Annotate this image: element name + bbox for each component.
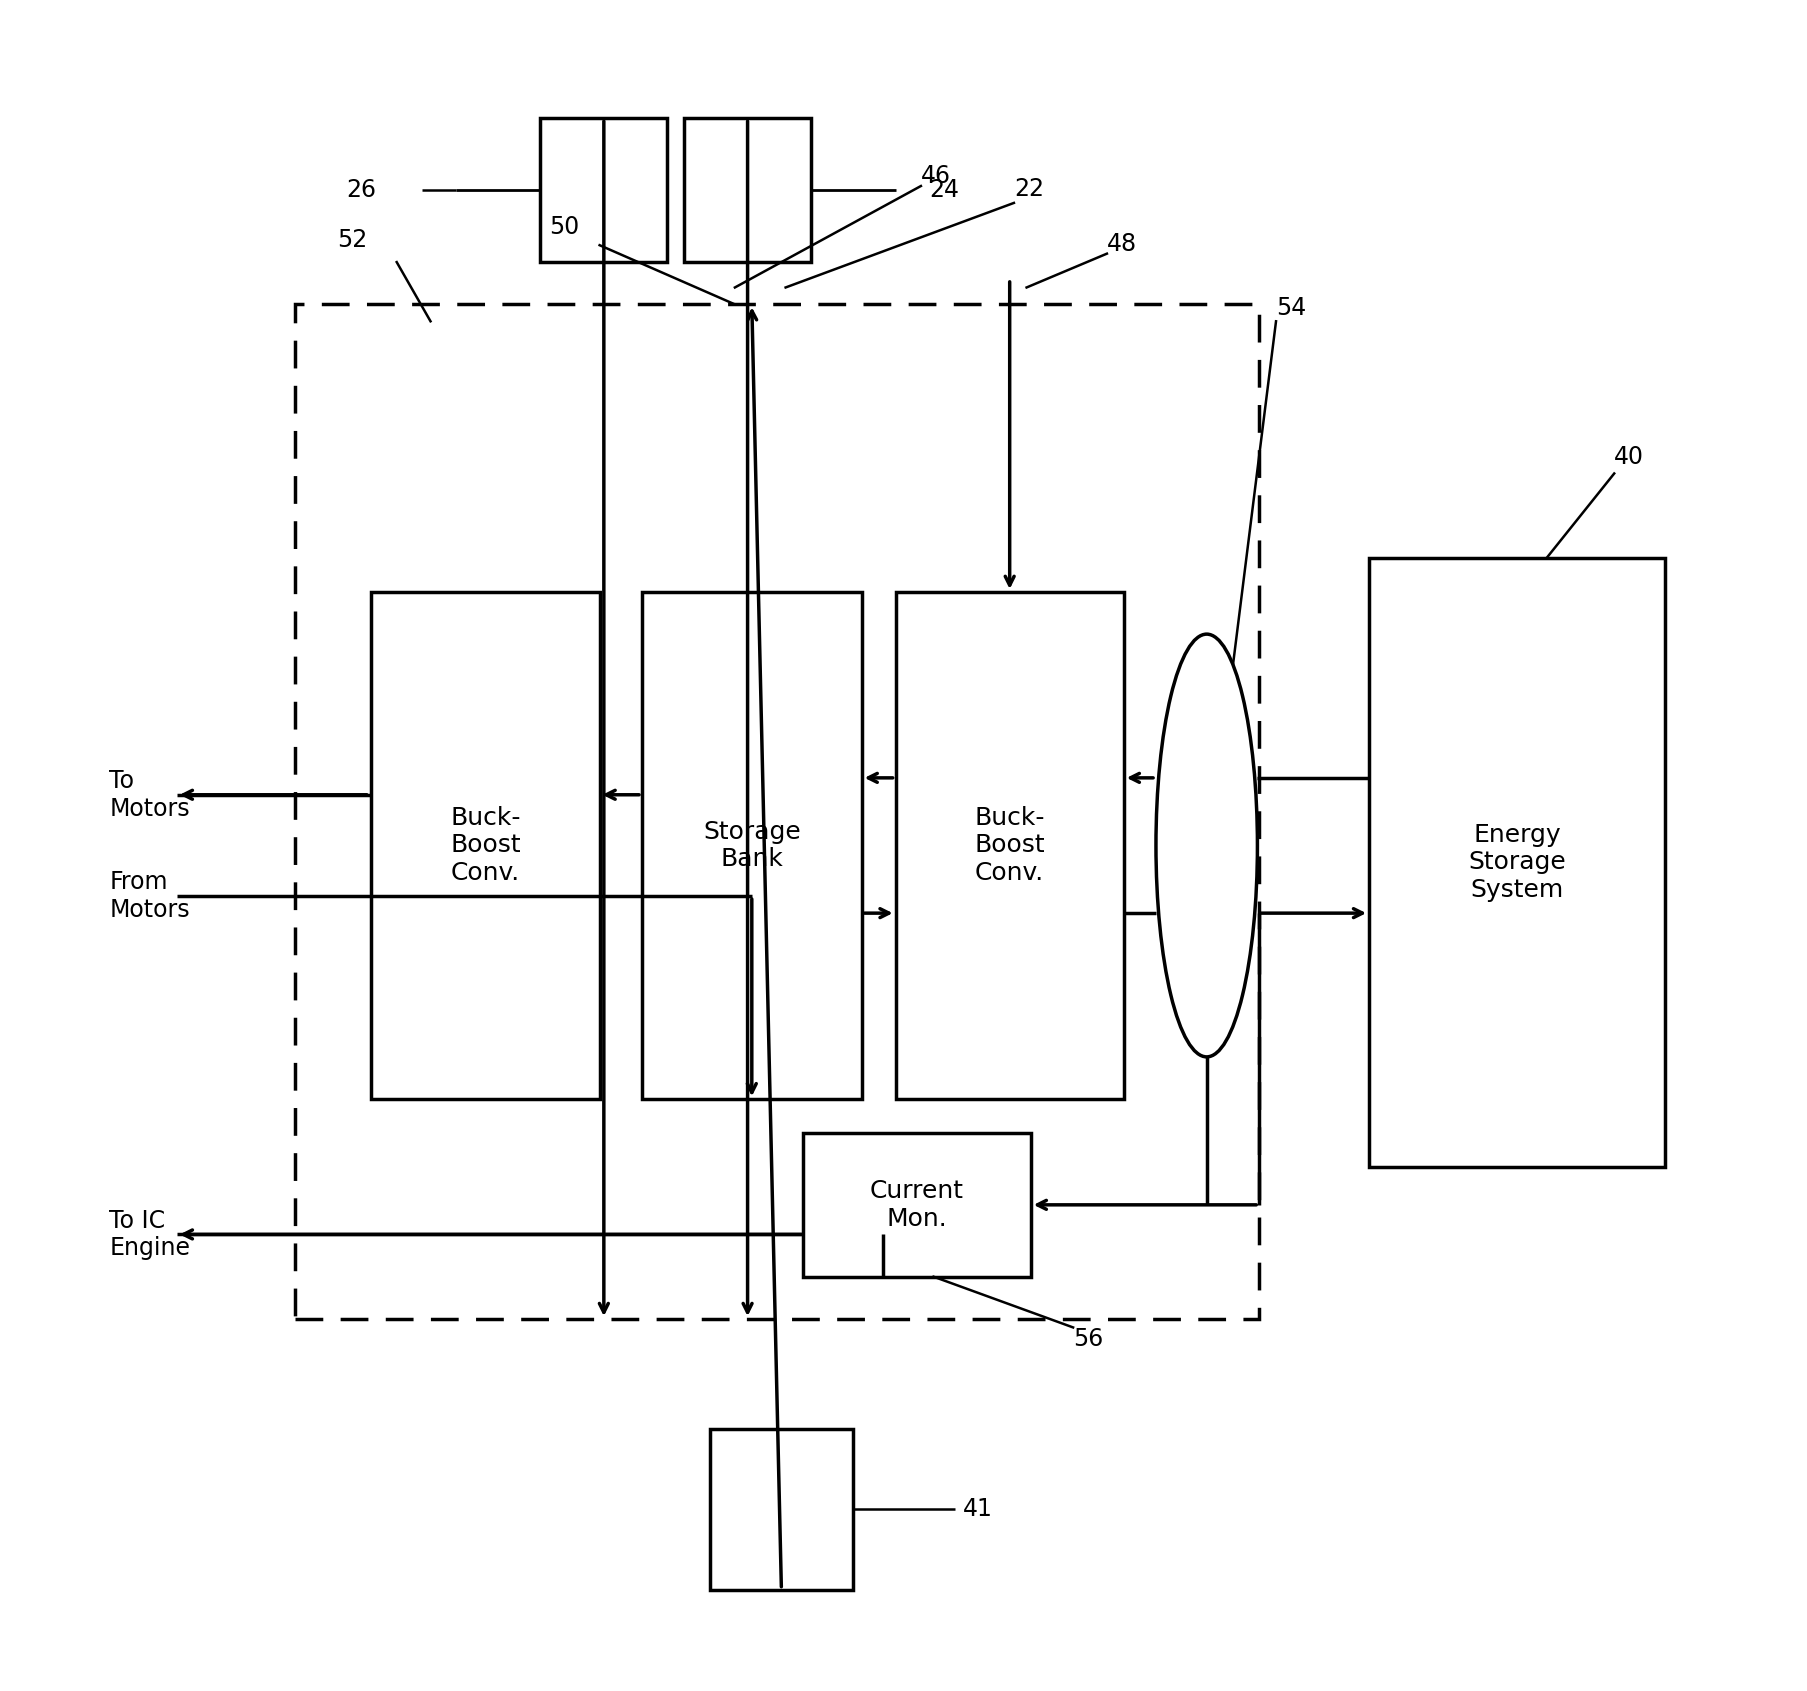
Bar: [802, 1133, 1030, 1277]
Bar: [641, 592, 862, 1099]
Text: 22: 22: [1014, 178, 1043, 201]
Bar: [1368, 558, 1664, 1167]
Bar: [708, 1429, 853, 1590]
Text: 40: 40: [1614, 445, 1643, 468]
Text: 48: 48: [1106, 232, 1137, 255]
Bar: [370, 592, 600, 1099]
Text: 46: 46: [920, 164, 950, 188]
Text: 24: 24: [929, 178, 960, 203]
Text: 41: 41: [963, 1497, 992, 1522]
Text: 56: 56: [1073, 1327, 1102, 1351]
Text: To
Motors: To Motors: [108, 769, 190, 820]
Bar: [894, 592, 1124, 1099]
Bar: [683, 118, 811, 262]
Text: Buck-
Boost
Conv.: Buck- Boost Conv.: [974, 805, 1044, 886]
Text: 54: 54: [1276, 296, 1305, 320]
Text: 52: 52: [338, 228, 367, 252]
Bar: [540, 118, 667, 262]
Text: Storage
Bank: Storage Bank: [703, 820, 801, 871]
Text: 50: 50: [549, 215, 578, 238]
Text: Buck-
Boost
Conv.: Buck- Boost Conv.: [450, 805, 520, 886]
Bar: [295, 304, 1258, 1319]
Text: 26: 26: [345, 178, 376, 203]
Text: Current
Mon.: Current Mon.: [869, 1179, 963, 1231]
Ellipse shape: [1155, 634, 1256, 1057]
Text: Energy
Storage
System: Energy Storage System: [1467, 822, 1565, 903]
Text: To IC
Engine: To IC Engine: [108, 1209, 190, 1260]
Text: From
Motors: From Motors: [108, 871, 190, 922]
